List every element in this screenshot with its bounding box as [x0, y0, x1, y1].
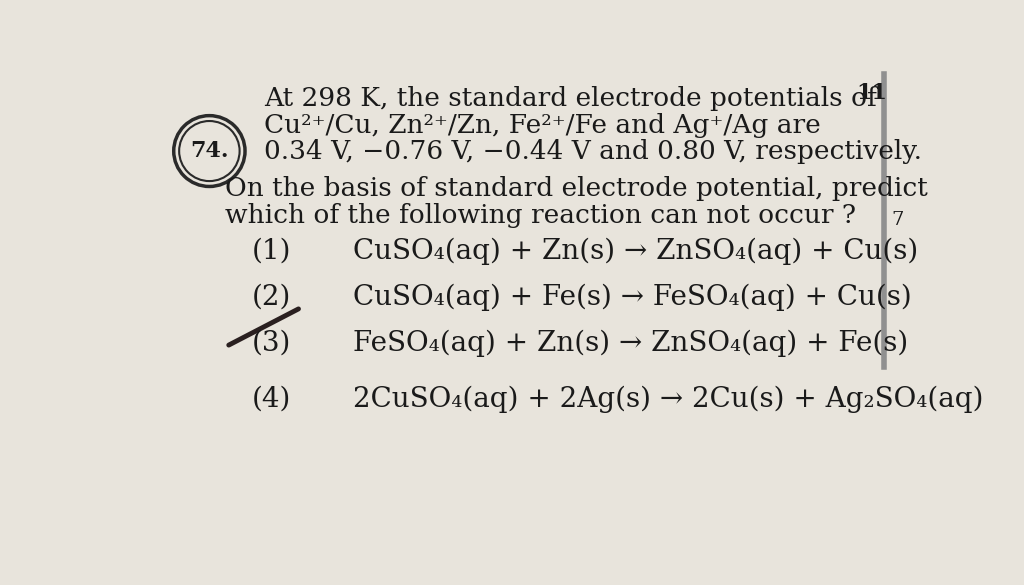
Text: FeSO₄(aq) + Zn(s) → ZnSO₄(aq) + Fe(s): FeSO₄(aq) + Zn(s) → ZnSO₄(aq) + Fe(s): [352, 330, 908, 357]
Text: CuSO₄(aq) + Fe(s) → FeSO₄(aq) + Cu(s): CuSO₄(aq) + Fe(s) → FeSO₄(aq) + Cu(s): [352, 284, 911, 311]
Text: 74.: 74.: [190, 140, 228, 162]
Text: (3): (3): [252, 330, 291, 357]
Text: On the basis of standard electrode potential, predict: On the basis of standard electrode poten…: [225, 177, 928, 201]
Text: 2CuSO₄(aq) + 2Ag(s) → 2Cu(s) + Ag₂SO₄(aq): 2CuSO₄(aq) + 2Ag(s) → 2Cu(s) + Ag₂SO₄(aq…: [352, 386, 983, 413]
Text: CuSO₄(aq) + Zn(s) → ZnSO₄(aq) + Cu(s): CuSO₄(aq) + Zn(s) → ZnSO₄(aq) + Cu(s): [352, 238, 918, 264]
Text: (1): (1): [252, 238, 291, 264]
Text: which of the following reaction can not occur ?: which of the following reaction can not …: [225, 202, 856, 228]
Text: 0.34 V, −0.76 V, −0.44 V and 0.80 V, respectively.: 0.34 V, −0.76 V, −0.44 V and 0.80 V, res…: [263, 139, 922, 164]
Text: Cu²⁺/Cu, Zn²⁺/Zn, Fe²⁺/Fe and Ag⁺/Ag are: Cu²⁺/Cu, Zn²⁺/Zn, Fe²⁺/Fe and Ag⁺/Ag are: [263, 112, 820, 137]
Text: 11: 11: [856, 82, 888, 104]
Text: 7: 7: [891, 211, 904, 229]
Text: (4): (4): [252, 386, 291, 413]
Text: (2): (2): [252, 284, 291, 311]
Text: At 298 K, the standard electrode potentials of: At 298 K, the standard electrode potenti…: [263, 85, 877, 111]
